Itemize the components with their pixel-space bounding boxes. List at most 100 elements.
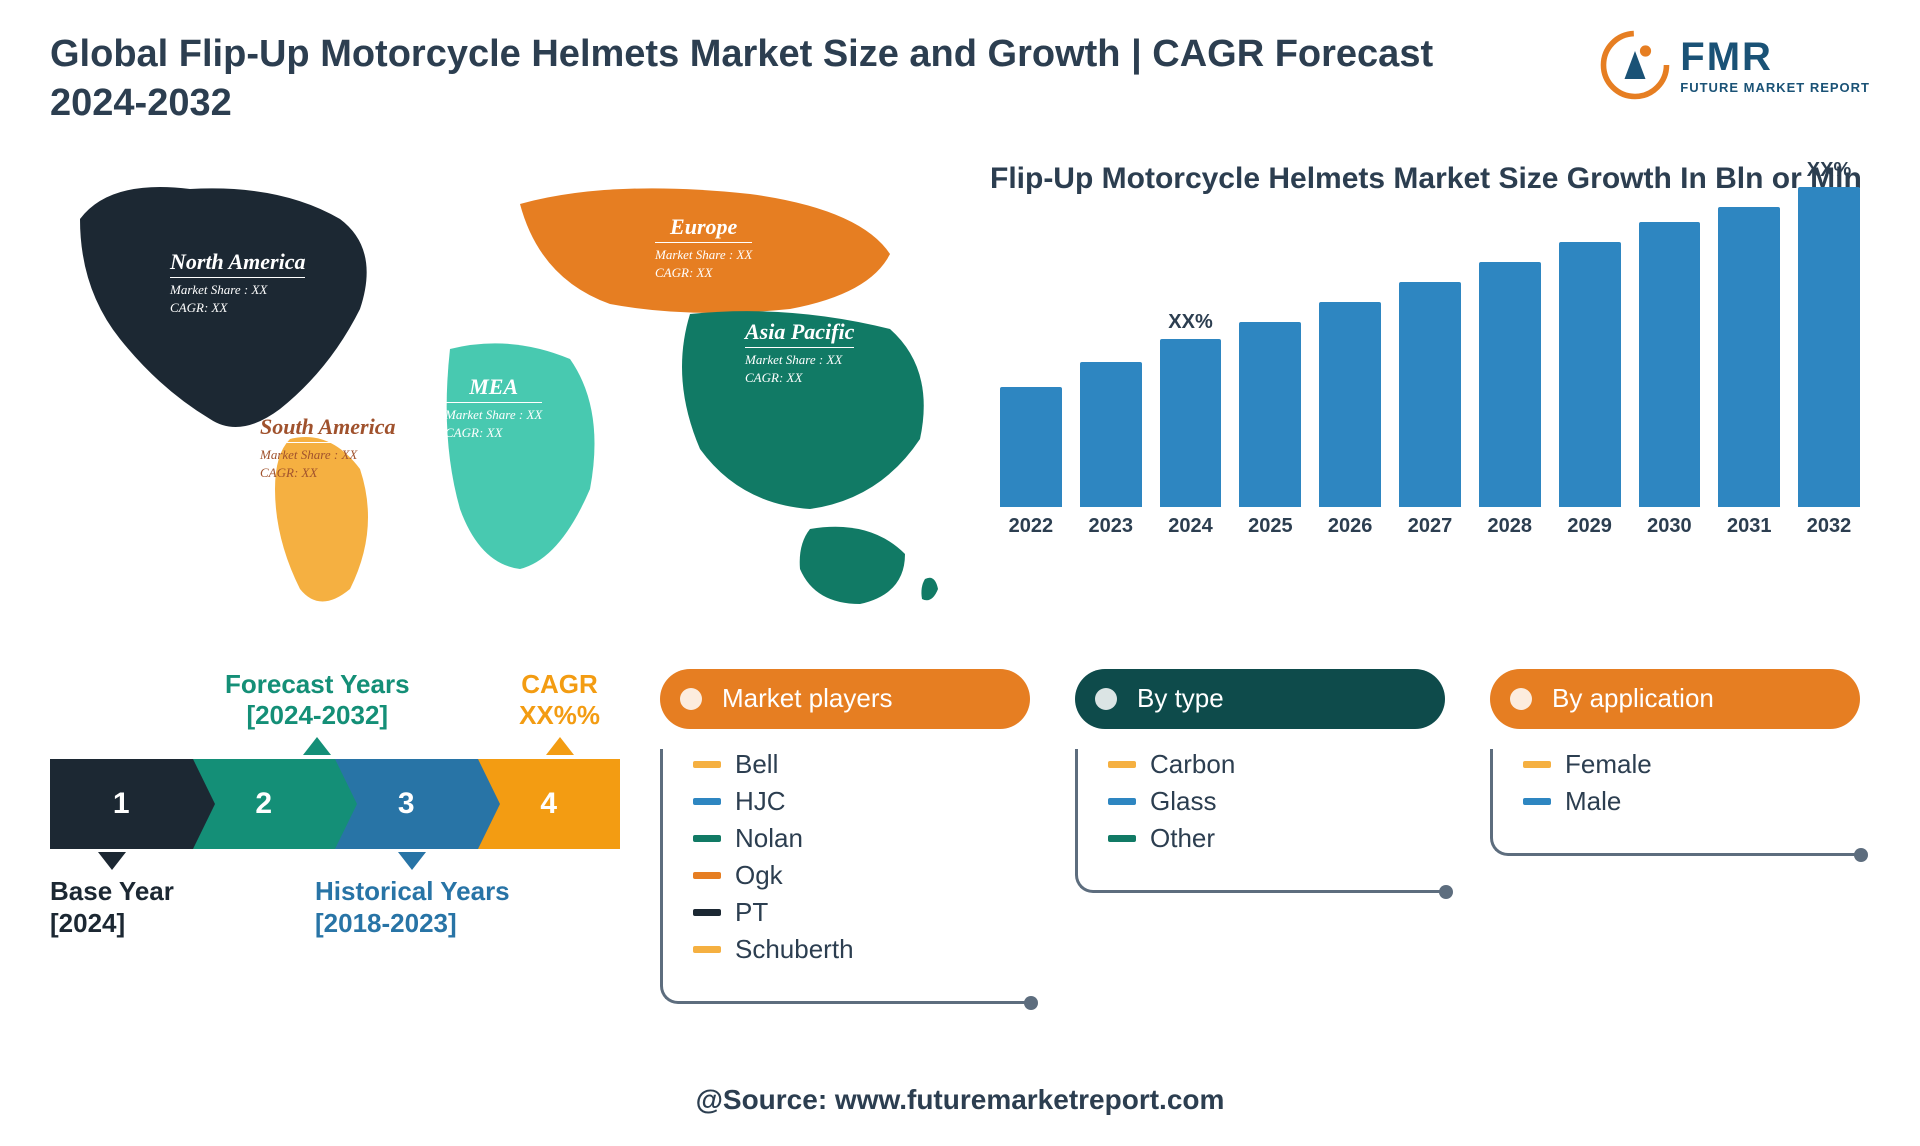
item-label: Other [1150, 823, 1215, 854]
bar-chart: Flip-Up Motorcycle Helmets Market Size G… [990, 159, 1870, 619]
bullet-icon [693, 872, 721, 879]
region-name: MEA [445, 374, 542, 403]
bar-year-label: 2025 [1248, 515, 1293, 538]
bullet-icon [693, 909, 721, 916]
bullet-icon [693, 835, 721, 842]
region-australia [800, 527, 905, 604]
region-name: South America [260, 414, 396, 443]
logo-main: FMR [1680, 35, 1870, 80]
cagr-label: CAGR XX%% [519, 669, 600, 755]
bar-year-label: 2023 [1088, 515, 1133, 538]
bullet-icon [1108, 798, 1136, 805]
bar [1479, 262, 1541, 507]
world-map: North America Market Share : XXCAGR: XX S… [50, 159, 950, 619]
bar-column: 2031 [1718, 207, 1780, 538]
bullet-icon [693, 798, 721, 805]
category-item: Carbon [1108, 749, 1445, 780]
arrow-down-icon [398, 852, 426, 870]
category-header: By application [1490, 669, 1860, 729]
bar [1160, 339, 1222, 507]
page-title: Global Flip-Up Motorcycle Helmets Market… [50, 30, 1450, 129]
category-list: Female Male [1490, 749, 1860, 856]
bullet-icon [693, 946, 721, 953]
bar-year-label: 2030 [1647, 515, 1692, 538]
category-list: Bell HJC Nolan Ogk PT Schuberth [660, 749, 1030, 1004]
item-label: HJC [735, 786, 786, 817]
bullet-icon [1523, 761, 1551, 768]
category-item: Glass [1108, 786, 1445, 817]
bullet-icon [1108, 761, 1136, 768]
category-title: By application [1552, 683, 1714, 714]
item-label: Ogk [735, 860, 783, 891]
chevron-row: 1234 [50, 759, 620, 849]
bar-year-label: 2028 [1488, 515, 1533, 538]
bar-column: 2023 [1080, 362, 1142, 538]
category-item: Female [1523, 749, 1860, 780]
dot-icon [680, 688, 702, 710]
item-label: Bell [735, 749, 778, 780]
logo-subtitle: FUTURE MARKET REPORT [1680, 80, 1870, 95]
categories-row: Market players Bell HJC Nolan Ogk PT Sch… [660, 669, 1870, 1004]
bullet-icon [1108, 835, 1136, 842]
item-label: Male [1565, 786, 1621, 817]
arrow-down-icon [98, 852, 126, 870]
bar [1559, 242, 1621, 507]
chart-title: Flip-Up Motorcycle Helmets Market Size G… [990, 159, 1870, 198]
bar [1399, 282, 1461, 507]
category-item: Nolan [693, 823, 1030, 854]
bullet-icon [1523, 798, 1551, 805]
bar [1319, 302, 1381, 507]
item-label: Glass [1150, 786, 1216, 817]
bullet-icon [693, 761, 721, 768]
bar [1239, 322, 1301, 507]
category-title: By type [1137, 683, 1224, 714]
category-item: Bell [693, 749, 1030, 780]
bar-annotation: XX% [1807, 159, 1851, 182]
forecast-label: Forecast Years [2024-2032] [225, 669, 410, 755]
bars-container: 2022 2023XX% 2024 2025 2026 2027 2028 20… [990, 208, 1870, 538]
category-item: PT [693, 897, 1030, 928]
category-item: Male [1523, 786, 1860, 817]
bar-year-label: 2022 [1009, 515, 1054, 538]
bar [1718, 207, 1780, 507]
bar-annotation: XX% [1168, 311, 1212, 334]
category-header: By type [1075, 669, 1445, 729]
bar-column: 2025 [1239, 322, 1301, 538]
timeline: Forecast Years [2024-2032] CAGR XX%% 123… [50, 669, 620, 849]
category-title: Market players [722, 683, 893, 714]
bar [1798, 187, 1860, 507]
logo: FMR FUTURE MARKET REPORT [1600, 30, 1870, 100]
region-name: Europe [655, 214, 752, 243]
bar-year-label: 2032 [1807, 515, 1852, 538]
category-item: Ogk [693, 860, 1030, 891]
bar-column: 2022 [1000, 387, 1062, 538]
bar-year-label: 2027 [1408, 515, 1453, 538]
base-year-label: Base Year [2024] [50, 852, 174, 938]
bar [1000, 387, 1062, 507]
historical-label: Historical Years [2018-2023] [315, 852, 510, 938]
arrow-up-icon [303, 737, 331, 755]
dot-icon [1510, 688, 1532, 710]
region-stats: Market Share : XXCAGR: XX [445, 406, 542, 442]
dot-icon [1095, 688, 1117, 710]
bar-column: 2028 [1479, 262, 1541, 538]
bar [1639, 222, 1701, 507]
region-label: MEA Market Share : XXCAGR: XX [445, 374, 542, 442]
category-item: Other [1108, 823, 1445, 854]
bar-year-label: 2031 [1727, 515, 1772, 538]
category-item: Schuberth [693, 934, 1030, 965]
region-label: Europe Market Share : XXCAGR: XX [655, 214, 752, 282]
logo-icon [1600, 30, 1670, 100]
bar-column: XX% 2024 [1160, 339, 1222, 538]
bar-year-label: 2024 [1168, 515, 1213, 538]
category-header: Market players [660, 669, 1030, 729]
bar-column: 2029 [1559, 242, 1621, 538]
main-row: North America Market Share : XXCAGR: XX S… [50, 159, 1870, 619]
region-stats: Market Share : XXCAGR: XX [260, 446, 396, 482]
region-name: Asia Pacific [745, 319, 854, 348]
category-column: Market players Bell HJC Nolan Ogk PT Sch… [660, 669, 1030, 1004]
region-stats: Market Share : XXCAGR: XX [745, 351, 854, 387]
lower-row: Forecast Years [2024-2032] CAGR XX%% 123… [50, 669, 1870, 1004]
item-label: Carbon [1150, 749, 1235, 780]
region-label: North America Market Share : XXCAGR: XX [170, 249, 305, 317]
